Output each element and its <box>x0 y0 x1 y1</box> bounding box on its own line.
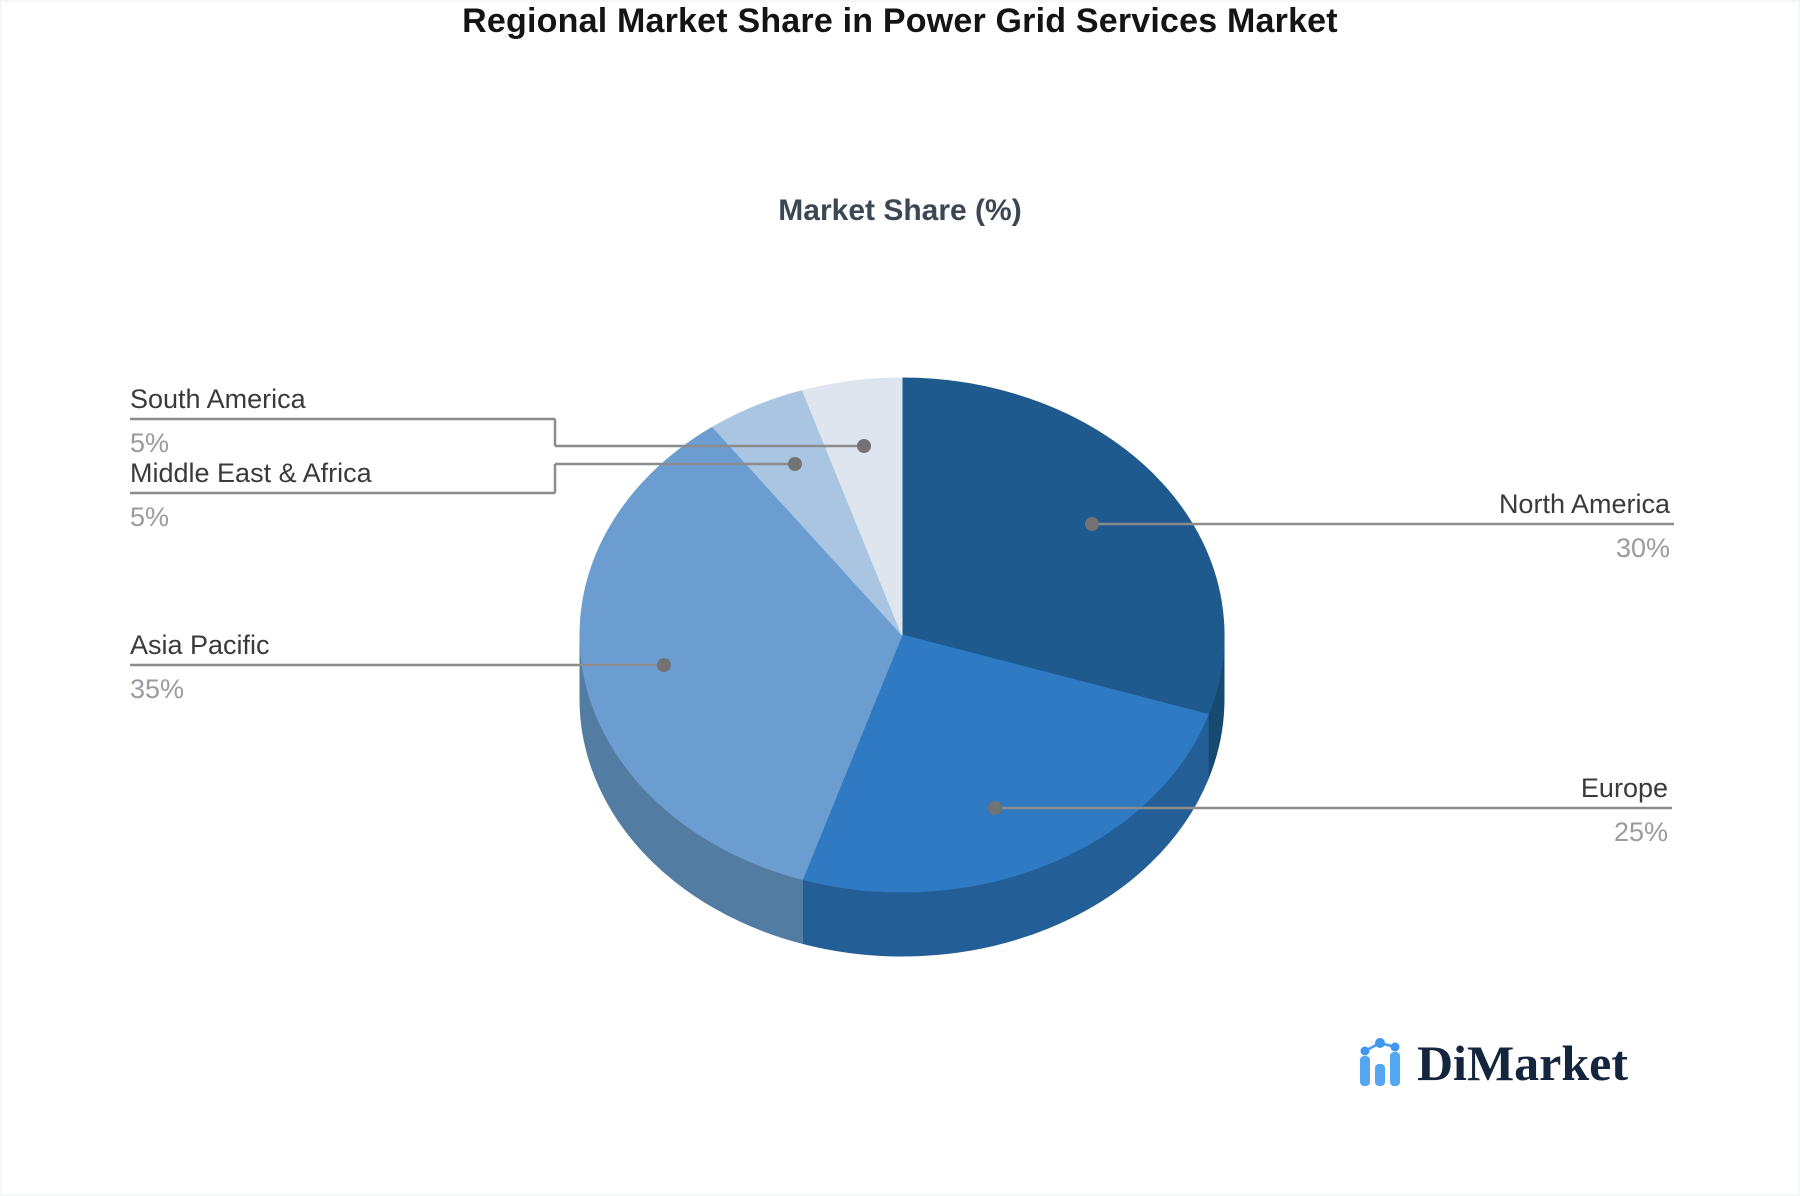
pie-slice-north-america[interactable] <box>901 377 1225 716</box>
slice-value: 5% <box>130 502 170 532</box>
slice-value: 30% <box>1615 533 1670 563</box>
slice-label: Middle East & Africa <box>130 458 372 488</box>
leader-dot <box>988 801 1002 815</box>
brand-wordmark: DiMarket <box>1416 1035 1628 1091</box>
brand-logo: DiMarket <box>1358 1038 1628 1088</box>
chart-subtitle: Market Share (%) <box>778 194 1022 227</box>
slice-value: 5% <box>130 428 170 458</box>
slice-value: 35% <box>130 674 185 704</box>
pie-slice-europe[interactable] <box>801 634 1209 893</box>
slice-label: North America <box>1498 489 1670 519</box>
slice-value: 25% <box>1613 817 1668 847</box>
bar-chart-trend-icon <box>1359 1038 1400 1086</box>
slice-label: South America <box>130 384 306 414</box>
slice-label: Asia Pacific <box>130 630 270 660</box>
chart-title: Regional Market Share in Power Grid Serv… <box>462 2 1338 40</box>
pie-slice-south-america[interactable] <box>801 377 903 636</box>
leader-dot <box>657 658 671 672</box>
slice-label: Europe <box>1580 773 1668 803</box>
leader-dot <box>857 439 871 453</box>
pie-slice-asia-pacific[interactable] <box>579 426 903 881</box>
leader-dot <box>788 457 802 471</box>
leader-dot <box>1085 517 1099 531</box>
